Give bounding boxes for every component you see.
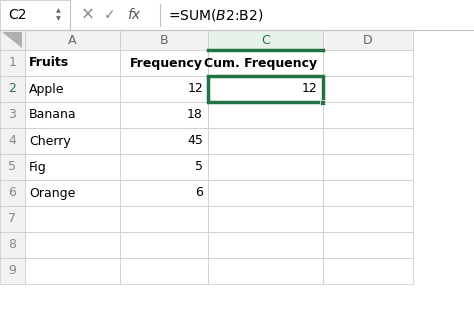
Text: 5: 5	[195, 161, 203, 174]
Bar	[25, 206, 120, 232]
Bar	[208, 128, 323, 154]
Bar	[323, 102, 413, 128]
Bar	[25, 50, 120, 76]
Bar	[120, 180, 208, 206]
Bar	[120, 50, 208, 76]
Bar	[323, 206, 413, 232]
Bar	[208, 258, 323, 284]
Bar	[0, 232, 25, 258]
Bar	[25, 102, 120, 128]
Bar	[0, 30, 25, 50]
Bar	[120, 206, 208, 232]
Bar	[0, 180, 25, 206]
Text: fx: fx	[128, 8, 141, 22]
Bar	[208, 180, 323, 206]
Bar	[120, 30, 208, 50]
Bar	[120, 102, 208, 128]
Bar	[25, 154, 120, 180]
Text: C2: C2	[8, 8, 27, 22]
Bar	[208, 50, 323, 76]
Bar	[323, 154, 413, 180]
Text: 18: 18	[187, 109, 203, 122]
Bar	[0, 258, 25, 284]
Text: 1: 1	[9, 57, 17, 70]
Text: 4: 4	[9, 134, 17, 147]
Bar	[0, 154, 25, 180]
Bar	[0, 50, 25, 76]
Bar	[25, 128, 120, 154]
Text: C: C	[261, 33, 270, 46]
Bar	[120, 154, 208, 180]
Text: 2: 2	[9, 82, 17, 95]
Text: 6: 6	[9, 186, 17, 199]
Bar	[120, 76, 208, 102]
Bar	[208, 154, 323, 180]
Bar	[323, 76, 413, 102]
Bar	[25, 76, 120, 102]
Text: Banana: Banana	[29, 109, 77, 122]
Text: 8: 8	[9, 238, 17, 251]
Bar	[323, 128, 413, 154]
Text: B: B	[160, 33, 168, 46]
Bar	[323, 50, 413, 76]
Bar	[120, 258, 208, 284]
Text: Frequency: Frequency	[130, 57, 203, 70]
Text: =SUM($B$2:B2): =SUM($B$2:B2)	[168, 7, 264, 23]
Text: Cum. Frequency: Cum. Frequency	[204, 57, 317, 70]
Text: D: D	[363, 33, 373, 46]
Bar	[120, 128, 208, 154]
Bar	[25, 180, 120, 206]
Bar	[0, 206, 25, 232]
Text: ▼: ▼	[55, 16, 60, 22]
Bar	[323, 30, 413, 50]
Text: ×: ×	[81, 6, 95, 24]
Bar	[208, 232, 323, 258]
Text: 12: 12	[187, 82, 203, 95]
Text: Orange: Orange	[29, 186, 75, 199]
Polygon shape	[2, 32, 22, 48]
Text: Cherry: Cherry	[29, 134, 71, 147]
Text: 5: 5	[9, 161, 17, 174]
Bar	[208, 76, 323, 102]
Text: 3: 3	[9, 109, 17, 122]
Text: A: A	[68, 33, 77, 46]
Bar	[323, 180, 413, 206]
Bar	[208, 206, 323, 232]
Text: ✓: ✓	[104, 8, 116, 22]
Bar	[208, 102, 323, 128]
Bar	[323, 258, 413, 284]
Bar	[25, 232, 120, 258]
Bar	[323, 232, 413, 258]
Bar	[0, 102, 25, 128]
Bar	[320, 99, 326, 105]
Bar	[25, 30, 120, 50]
Text: 7: 7	[9, 213, 17, 226]
Bar	[120, 232, 208, 258]
Text: Fig: Fig	[29, 161, 47, 174]
Text: 6: 6	[195, 186, 203, 199]
Text: ▲: ▲	[55, 9, 60, 13]
Text: Apple: Apple	[29, 82, 64, 95]
Bar	[208, 30, 323, 50]
Bar	[0, 128, 25, 154]
Text: Fruits: Fruits	[29, 57, 69, 70]
Bar	[0, 76, 25, 102]
Text: 12: 12	[301, 82, 317, 95]
Bar	[25, 258, 120, 284]
Text: 45: 45	[187, 134, 203, 147]
Text: 9: 9	[9, 265, 17, 278]
Bar	[0, 0, 70, 30]
Bar	[0, 0, 474, 30]
Bar	[208, 76, 323, 102]
